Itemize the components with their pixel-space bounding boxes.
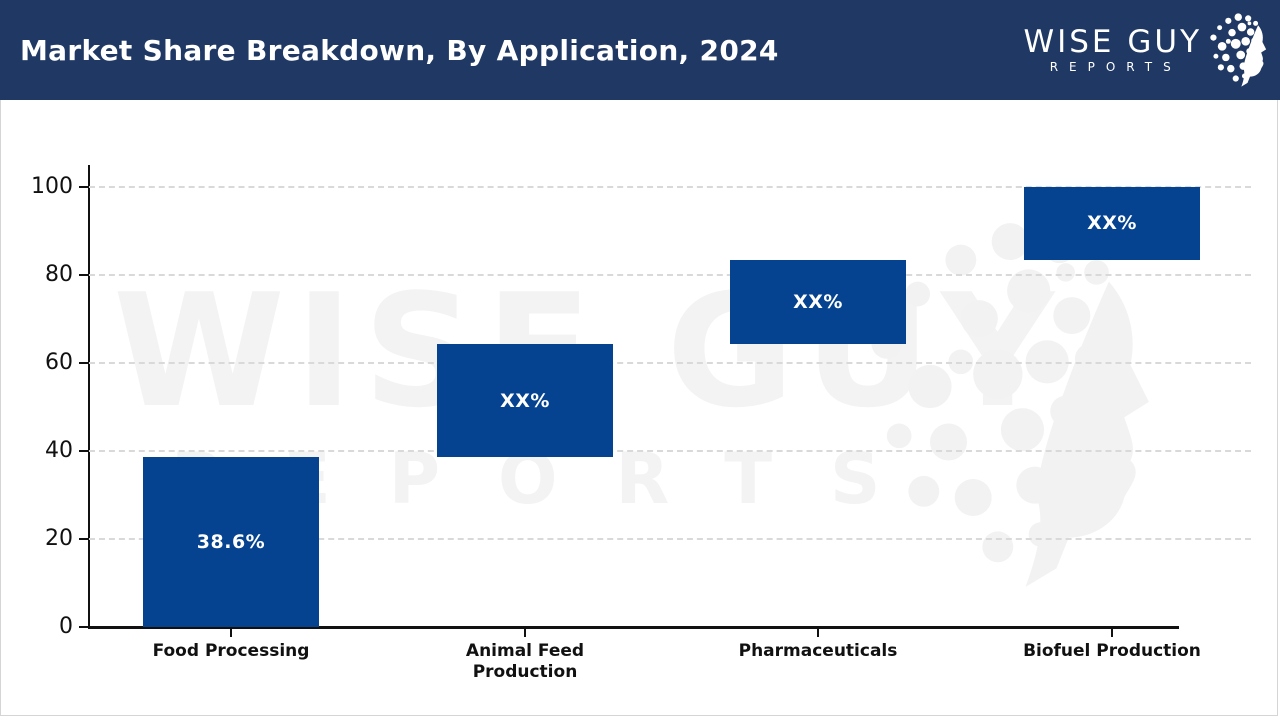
wiseguy-logo: WISE GUY REPORTS bbox=[1023, 11, 1280, 89]
gridline-20 bbox=[89, 538, 1251, 540]
y-axis-line bbox=[88, 165, 90, 628]
y-tick-label-100: 100 bbox=[31, 174, 73, 199]
bar-segment: 38.6% bbox=[143, 457, 319, 627]
logo-head-profile-icon bbox=[1210, 13, 1267, 87]
y-tick-80 bbox=[79, 274, 89, 276]
bar-value-label: 38.6% bbox=[196, 531, 266, 554]
gridline-60 bbox=[89, 362, 1251, 364]
gridline-40 bbox=[89, 450, 1251, 452]
y-tick-label-60: 60 bbox=[45, 350, 73, 375]
plot: 0 20 40 60 80 100 38.6% Food Processing XX% Anima… bbox=[1, 100, 1277, 715]
x-category-label: Biofuel Production bbox=[1023, 641, 1201, 661]
x-tick-0 bbox=[230, 628, 232, 637]
x-tick-2 bbox=[817, 628, 819, 637]
x-tick-3 bbox=[1111, 628, 1113, 637]
y-tick-40 bbox=[79, 450, 89, 452]
y-tick-60 bbox=[79, 362, 89, 364]
logo-text: WISE GUY REPORTS bbox=[1023, 25, 1202, 75]
logo-subtext: REPORTS bbox=[1049, 60, 1182, 74]
gridline-100 bbox=[89, 186, 1251, 188]
header: Market Share Breakdown, By Application, … bbox=[0, 0, 1280, 100]
bar-value-label: XX% bbox=[793, 290, 843, 313]
y-tick-label-40: 40 bbox=[45, 438, 73, 463]
bar-value-label: XX% bbox=[1087, 212, 1137, 235]
x-axis-line bbox=[88, 626, 1179, 629]
bar-value-label: XX% bbox=[500, 389, 550, 412]
y-tick-label-80: 80 bbox=[45, 262, 73, 287]
chart-area: WISE GUY REPORTS bbox=[0, 100, 1278, 716]
y-tick-label-20: 20 bbox=[45, 526, 73, 551]
y-tick-100 bbox=[79, 186, 89, 188]
bar-segment: XX% bbox=[437, 344, 613, 458]
x-category-label: Pharmaceuticals bbox=[738, 641, 898, 661]
gridline-80 bbox=[89, 274, 1251, 276]
bar-segment: XX% bbox=[730, 259, 906, 345]
x-category-label: Food Processing bbox=[152, 641, 310, 661]
y-tick-0 bbox=[79, 626, 89, 628]
page-title: Market Share Breakdown, By Application, … bbox=[20, 33, 779, 67]
logo-wordmark: WISE GUY bbox=[1023, 24, 1202, 60]
y-tick-20 bbox=[79, 538, 89, 540]
x-category-label: Animal Feed Production bbox=[465, 641, 585, 682]
x-tick-1 bbox=[524, 628, 526, 637]
bar-segment: XX% bbox=[1024, 187, 1200, 260]
y-tick-label-0: 0 bbox=[59, 614, 73, 639]
